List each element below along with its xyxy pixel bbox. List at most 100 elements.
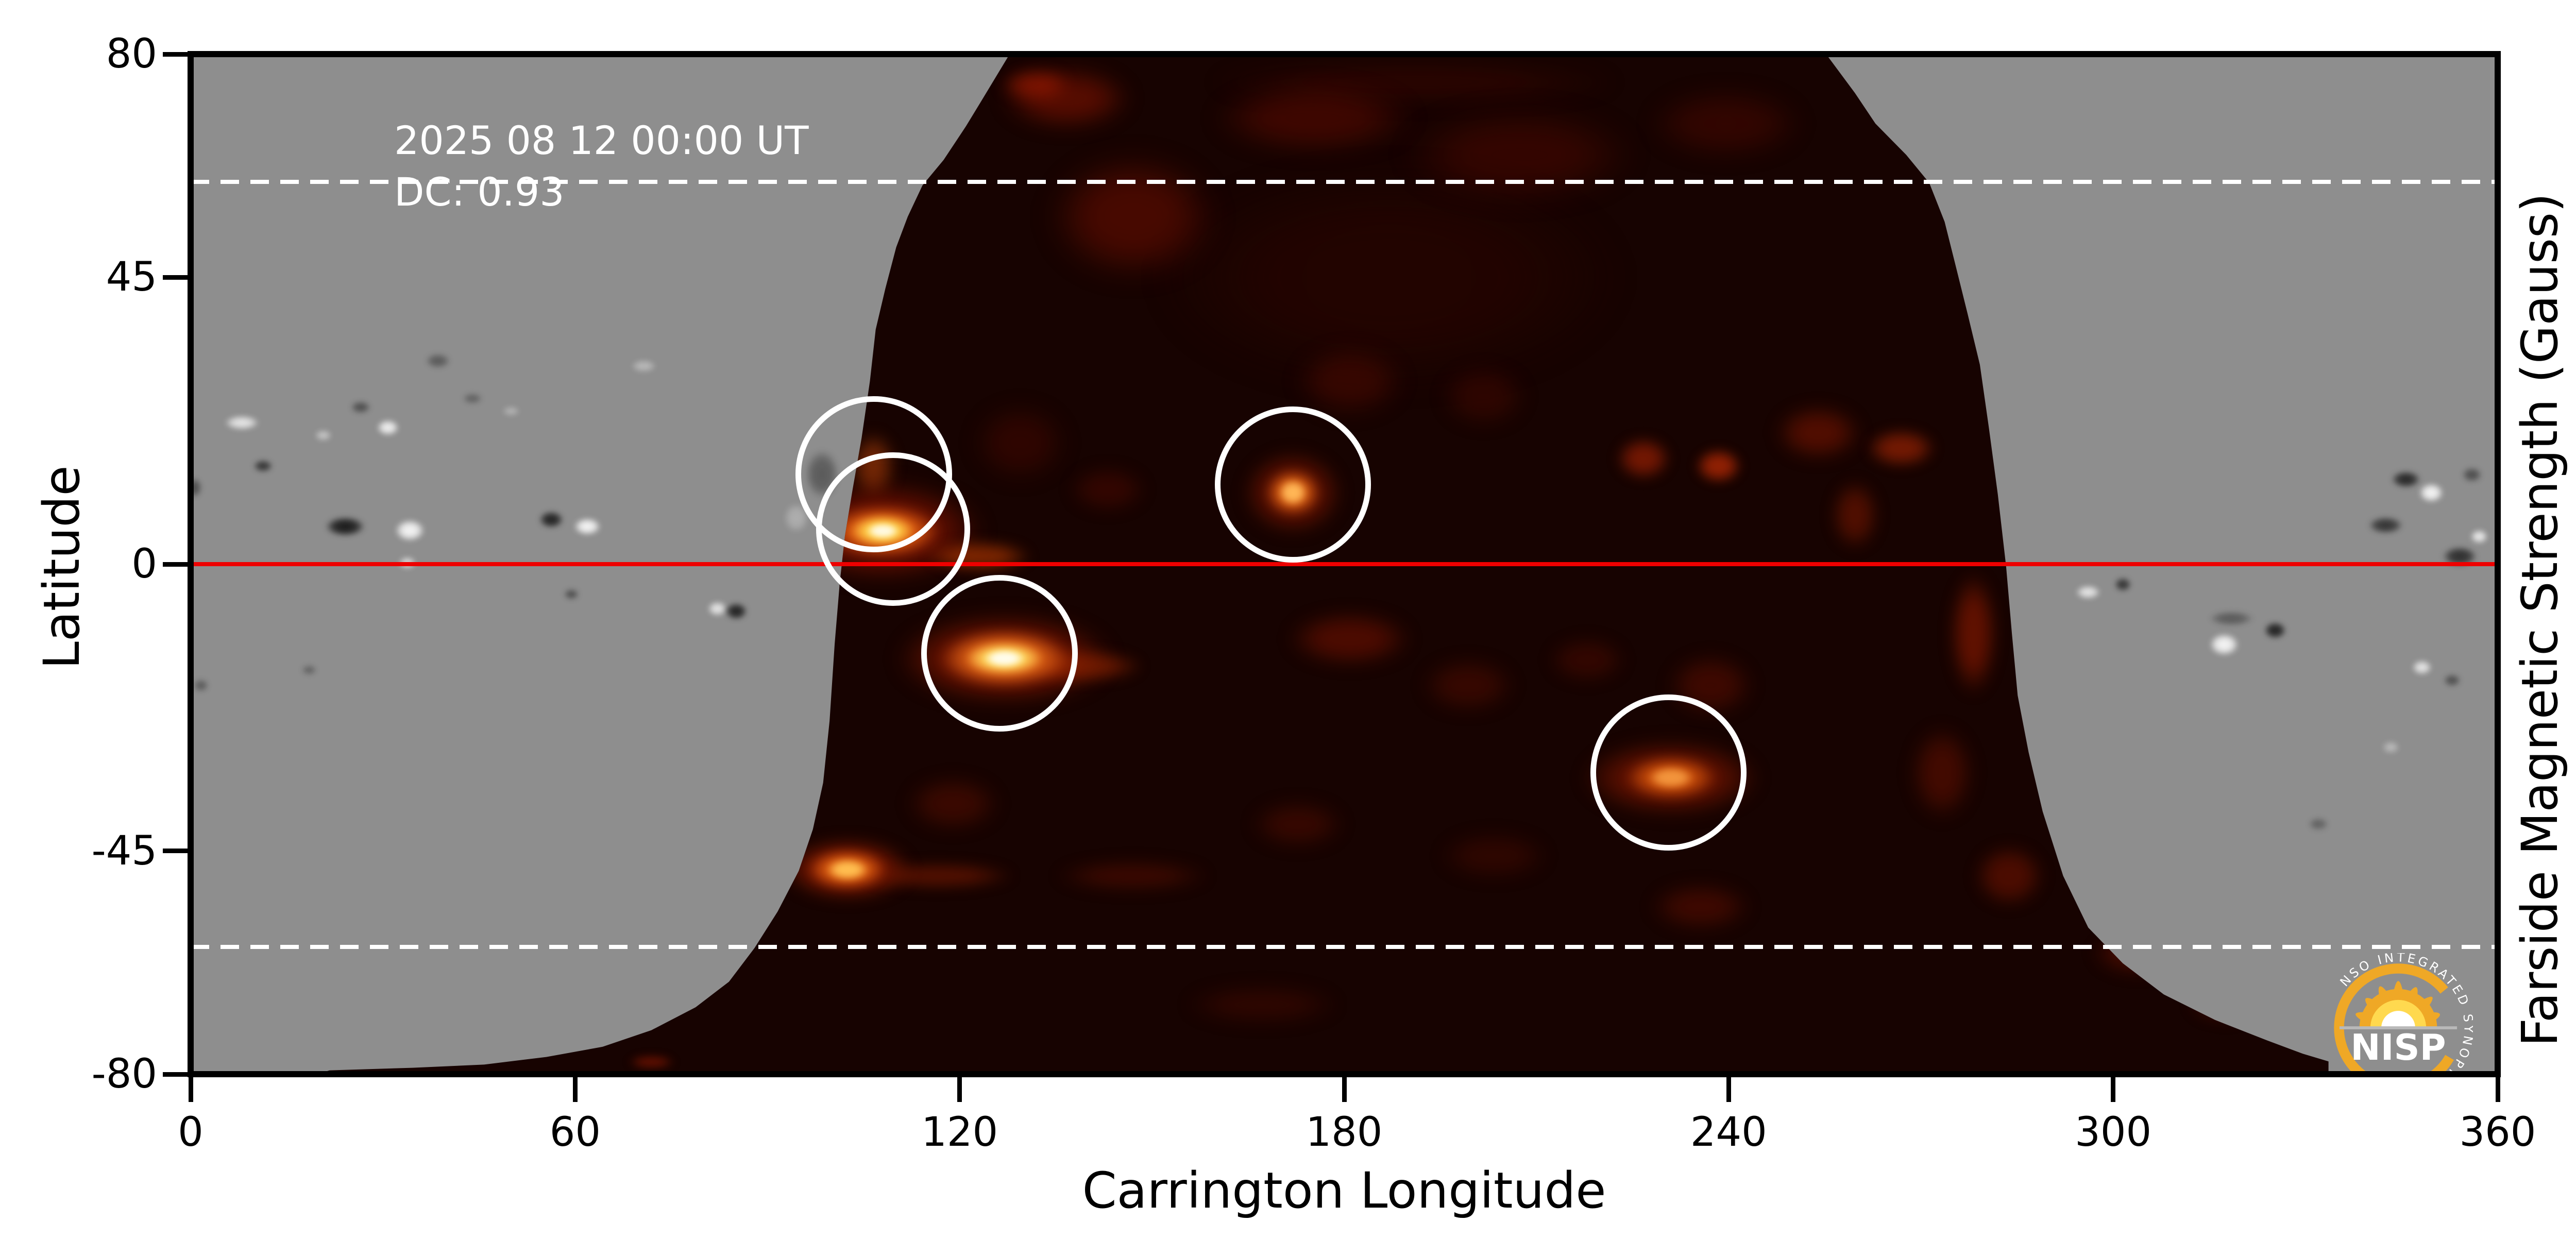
x-axis-label: Carrington Longitude: [1082, 1162, 1606, 1219]
frontside-flux-speckle-light: [374, 417, 403, 438]
farside-activity-blob: [1366, 93, 1674, 217]
x-tick-label: 300: [2075, 1109, 2152, 1156]
farside-activity-blob: [1633, 875, 1768, 938]
frontside-flux-speckle-dark: [2363, 514, 2408, 537]
frontside-flux-speckle-light: [2468, 528, 2490, 546]
map-annotation: 2025 08 12 00:00 UT DC: 0.93: [394, 115, 809, 218]
farside-activity-blob: [1824, 468, 1886, 562]
frontside-flux-speckle-dark: [460, 391, 486, 405]
frontside-flux-speckle-dark: [2261, 619, 2290, 642]
farside-activity-blob: [1854, 422, 1948, 474]
frontside-flux-speckle-dark: [2111, 575, 2134, 593]
farside-activity-blob: [1427, 355, 1541, 438]
frontside-flux-speckle-dark: [422, 351, 454, 370]
annotation-duty-cycle: DC: 0.93: [394, 169, 565, 215]
x-tick-mark: [957, 1077, 962, 1102]
frontside-flux-speckle-light: [312, 428, 335, 443]
y-tick-label: 80: [106, 31, 157, 77]
annotation-timestamp: 2025 08 12 00:00 UT: [394, 117, 809, 163]
farside-activity-blob: [1142, 54, 1687, 111]
frontside-flux-speckle-dark: [319, 514, 371, 539]
frontside-flux-speckle-dark: [721, 600, 751, 623]
frontside-flux-speckle-dark: [2305, 816, 2331, 833]
x-tick-label: 180: [1306, 1109, 1383, 1156]
farside-activity-blob: [958, 392, 1082, 495]
farside-activity-blob: [1901, 710, 1984, 835]
frontside-flux-speckle-dark: [2459, 465, 2485, 485]
frontside-flux-speckle-dark: [191, 677, 211, 693]
farside-activity-blob: [891, 768, 1015, 840]
y-tick-mark: [163, 52, 188, 57]
frontside-flux-speckle-dark: [799, 442, 844, 506]
nisp-logo-ring: [2334, 963, 2463, 1074]
farside-activity-blob: [1021, 133, 1246, 300]
y-tick-label: 0: [131, 541, 157, 587]
farside-activity-blob: [1406, 649, 1531, 722]
farside-activity-blob: [620, 1053, 683, 1072]
y-tick-mark: [163, 1072, 188, 1077]
farside-activity-blob: [1654, 644, 1768, 726]
plot-area: NISP NSO INTEGRATED SYNOPTIC PROGRAM 202…: [191, 54, 2498, 1074]
y-tick-mark: [163, 275, 188, 280]
frontside-flux-speckle-dark: [347, 399, 374, 416]
farside-activity-blob: [1535, 629, 1639, 691]
frontside-flux-speckle-light: [219, 413, 265, 432]
frontside-flux-speckle-light: [2205, 630, 2244, 659]
farside-activity-blob: [860, 519, 905, 542]
frontside-flux-speckle-light: [500, 404, 522, 418]
frontside-flux-speckle-dark: [250, 457, 276, 474]
farside-activity-blob: [819, 855, 876, 884]
frontside-flux-speckle-dark: [191, 474, 205, 501]
farside-activity-blob: [1278, 335, 1422, 428]
x-tick-label: 120: [921, 1109, 998, 1156]
frontside-flux-speckle-light: [628, 358, 660, 374]
nisp-logo: NISP NSO INTEGRATED SYNOPTIC PROGRAM: [2324, 953, 2473, 1074]
farside-activity-blob: [1687, 443, 1750, 489]
y-axis-label: Latitude: [33, 465, 91, 669]
farside-activity-blob: [1962, 835, 2056, 917]
farside-activity-blob: [1030, 855, 1235, 897]
x-tick-mark: [1342, 1077, 1347, 1102]
frontside-flux-speckle-light: [391, 516, 429, 545]
x-tick-mark: [188, 1077, 193, 1102]
frontside-flux-speckle-light: [396, 555, 419, 571]
x-tick-label: 60: [549, 1109, 601, 1156]
farside-activity-blob: [1236, 793, 1360, 855]
x-tick-label: 240: [1690, 1109, 1767, 1156]
x-tick-mark: [572, 1077, 578, 1102]
farside-activity-blob: [1761, 397, 1875, 469]
farside-activity-blob: [1179, 72, 1449, 165]
frontside-flux-speckle-light: [2409, 657, 2435, 677]
farside-activity-blob: [1640, 762, 1702, 793]
frontside-flux-speckle-light: [569, 515, 605, 538]
frontside-flux-speckle-light: [780, 498, 812, 537]
frontside-flux-speckle-dark: [2202, 608, 2260, 628]
farside-activity-blob: [1623, 77, 1829, 170]
y-tick-label: -80: [91, 1051, 157, 1097]
y-tick-mark: [163, 562, 188, 567]
farside-activity-blob: [1942, 551, 2005, 717]
farside-activity-blob: [1267, 602, 1433, 675]
frontside-flux-speckle-light: [2379, 739, 2402, 755]
x-tick-label: 0: [178, 1109, 204, 1156]
y-tick-label: 45: [106, 254, 157, 301]
nisp-logo-wordmark: NISP: [2350, 1027, 2446, 1069]
farside-activity-blob: [1159, 978, 1365, 1031]
nisp-logo-sun: [2339, 981, 2458, 1029]
farside-activity-blob: [1422, 824, 1566, 887]
farside-activity-blob: [976, 646, 1033, 671]
farside-activity-blob: [1607, 430, 1680, 487]
frontside-flux-speckle-dark: [2441, 672, 2464, 688]
y-tick-mark: [163, 849, 188, 854]
frontside-flux-speckle-dark: [299, 664, 319, 676]
farside-colorbar-label: Farside Magnetic Strength (Gauss): [2511, 193, 2569, 1047]
frontside-flux-speckle-dark: [2386, 468, 2426, 491]
frontside-flux-speckle-dark: [2437, 544, 2483, 569]
x-tick-mark: [2495, 1077, 2500, 1102]
x-tick-mark: [1726, 1077, 1731, 1102]
x-tick-mark: [2111, 1077, 2116, 1102]
farside-activity-blob: [1273, 475, 1313, 511]
y-tick-label: -45: [91, 827, 157, 874]
x-tick-label: 360: [2459, 1109, 2536, 1156]
